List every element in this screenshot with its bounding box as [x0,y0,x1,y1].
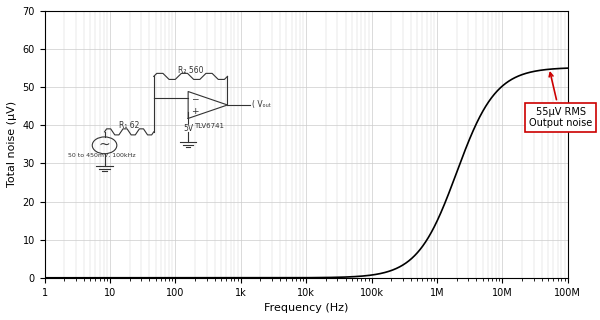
Y-axis label: Total noise (μV): Total noise (μV) [7,101,17,188]
Text: 55μV RMS
Output noise: 55μV RMS Output noise [529,73,592,128]
X-axis label: Frequency (Hz): Frequency (Hz) [264,303,349,313]
